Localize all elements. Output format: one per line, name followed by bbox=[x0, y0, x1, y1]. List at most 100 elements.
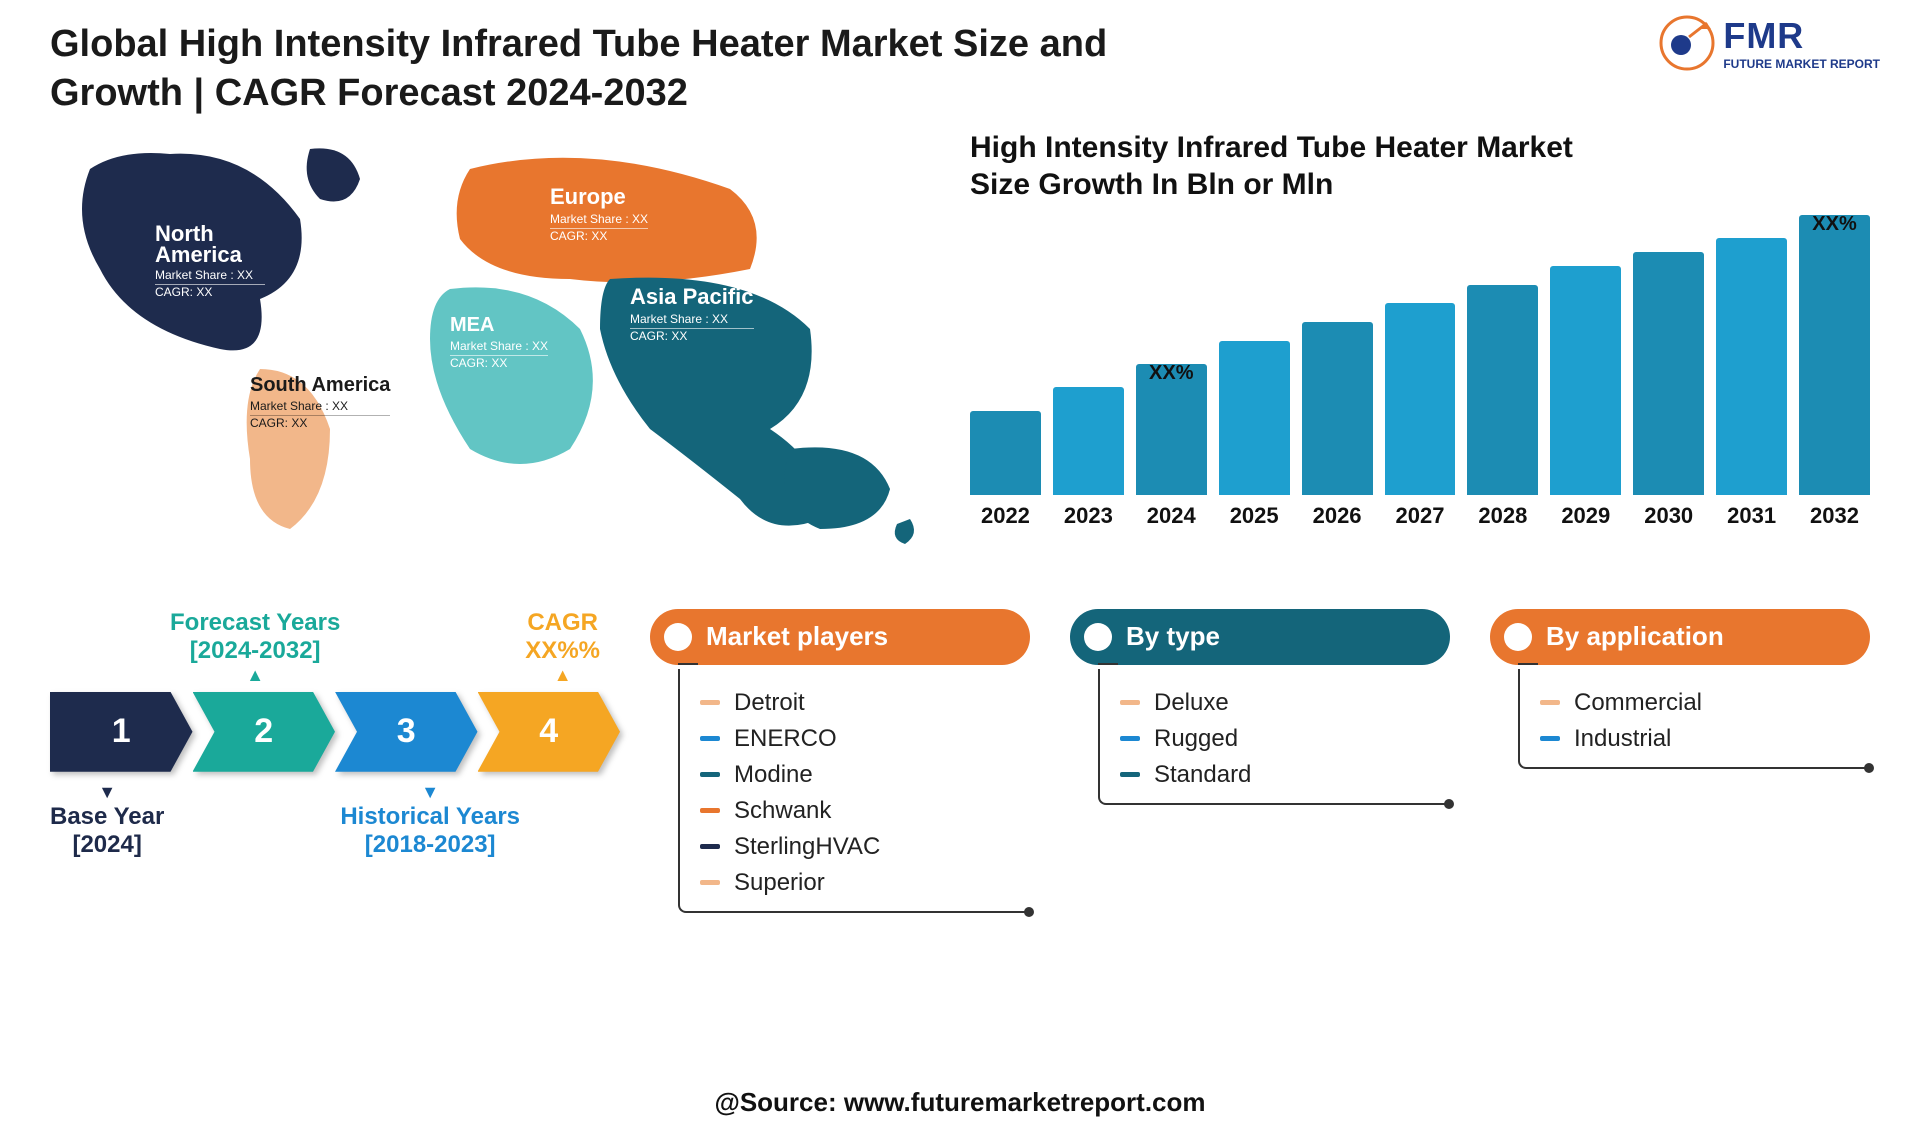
category-title: By type bbox=[1126, 621, 1220, 652]
category-header: Market players bbox=[650, 609, 1030, 665]
dot-icon bbox=[664, 623, 692, 651]
timeline-seg-2: 2 bbox=[193, 692, 336, 772]
logo-main-text: FMR bbox=[1723, 15, 1880, 57]
timeline: Forecast Years [2024-2032] ▲ CAGR XX%% ▲… bbox=[50, 609, 620, 859]
bar-2028: 2028 bbox=[1467, 285, 1538, 529]
logo-icon bbox=[1659, 15, 1715, 71]
map-australia bbox=[784, 447, 890, 529]
category-frame: Deluxe Rugged Standard bbox=[1098, 669, 1450, 805]
tick-icon bbox=[1540, 700, 1560, 705]
category-item: Rugged bbox=[1120, 721, 1438, 757]
bar bbox=[1633, 252, 1704, 495]
category-header: By application bbox=[1490, 609, 1870, 665]
category-by-type: By type Deluxe Rugged Standard bbox=[1070, 609, 1450, 913]
category-item: Modine bbox=[700, 757, 1018, 793]
map-nz bbox=[895, 519, 914, 544]
category-header: By type bbox=[1070, 609, 1450, 665]
bar-year-label: 2023 bbox=[1064, 503, 1113, 529]
dot-icon bbox=[1084, 623, 1112, 651]
bar bbox=[1716, 238, 1787, 495]
category-item: Industrial bbox=[1540, 721, 1858, 757]
item-label: Detroit bbox=[734, 689, 805, 717]
bars-container: 2022 2023 XX%2024 2025 2026 2027 2028 2029 2030 2… bbox=[970, 219, 1870, 529]
timeline-seg-1: 1 bbox=[50, 692, 193, 772]
tick-icon bbox=[700, 880, 720, 885]
category-item: SterlingHVAC bbox=[700, 829, 1018, 865]
category-item: Schwank bbox=[700, 793, 1018, 829]
category-item: Detroit bbox=[700, 685, 1018, 721]
bar-2026: 2026 bbox=[1302, 322, 1373, 529]
category-item: Standard bbox=[1120, 757, 1438, 793]
bar-year-label: 2025 bbox=[1230, 503, 1279, 529]
category-frame: Commercial Industrial bbox=[1518, 669, 1870, 769]
bar-year-label: 2022 bbox=[981, 503, 1030, 529]
category-item: Deluxe bbox=[1120, 685, 1438, 721]
category-title: By application bbox=[1546, 621, 1724, 652]
bar-chart: High Intensity Infrared Tube Heater Mark… bbox=[950, 129, 1870, 549]
label-na: North America Market Share : XX CAGR: XX bbox=[155, 224, 265, 299]
bar-year-label: 2024 bbox=[1147, 503, 1196, 529]
bar-2027: 2027 bbox=[1385, 303, 1456, 528]
bar-year-label: 2030 bbox=[1644, 503, 1693, 529]
tick-icon bbox=[700, 844, 720, 849]
bar-year-label: 2029 bbox=[1561, 503, 1610, 529]
bar bbox=[1219, 341, 1290, 495]
bar-2023: 2023 bbox=[1053, 387, 1124, 528]
label-eu: Europe Market Share : XX CAGR: XX bbox=[550, 184, 648, 243]
bar-year-label: 2027 bbox=[1396, 503, 1445, 529]
forecast-label: Forecast Years [2024-2032] ▲ bbox=[170, 609, 340, 686]
cagr-label: CAGR XX%% ▲ bbox=[525, 609, 600, 686]
item-label: Rugged bbox=[1154, 725, 1238, 753]
tick-icon bbox=[1540, 736, 1560, 741]
category-item: Superior bbox=[700, 865, 1018, 901]
dot-icon bbox=[1504, 623, 1532, 651]
tick-icon bbox=[700, 736, 720, 741]
label-sa: South America Market Share : XX CAGR: XX bbox=[250, 374, 390, 430]
bar-year-label: 2026 bbox=[1313, 503, 1362, 529]
tick-icon bbox=[700, 808, 720, 813]
item-label: ENERCO bbox=[734, 725, 837, 753]
map-greenland bbox=[307, 148, 360, 201]
bar-year-label: 2028 bbox=[1478, 503, 1527, 529]
category-title: Market players bbox=[706, 621, 888, 652]
label-ap: Asia Pacific Market Share : XX CAGR: XX bbox=[630, 284, 754, 343]
tick-icon bbox=[1120, 772, 1140, 777]
item-label: Commercial bbox=[1574, 689, 1702, 717]
bar bbox=[1053, 387, 1124, 494]
bar-year-label: 2032 bbox=[1810, 503, 1859, 529]
item-label: SterlingHVAC bbox=[734, 833, 880, 861]
bar bbox=[1799, 215, 1870, 495]
timeline-seg-4: 4 bbox=[478, 692, 621, 772]
tick-icon bbox=[1120, 736, 1140, 741]
bar-2025: 2025 bbox=[1219, 341, 1290, 529]
category-frame: Detroit ENERCO Modine Schwank SterlingHVAC Su… bbox=[678, 669, 1030, 913]
bar bbox=[970, 411, 1041, 495]
timeline-seg-3: 3 bbox=[335, 692, 478, 772]
logo-sub-text: FUTURE MARKET REPORT bbox=[1723, 57, 1880, 71]
tick-icon bbox=[700, 700, 720, 705]
page-title: Global High Intensity Infrared Tube Heat… bbox=[50, 20, 1150, 119]
category-by-application: By application Commercial Industrial bbox=[1490, 609, 1870, 913]
bar-2024: XX%2024 bbox=[1136, 364, 1207, 529]
base-year-label: ▼ Base Year [2024] bbox=[50, 782, 164, 859]
chart-title: High Intensity Infrared Tube Heater Mark… bbox=[970, 129, 1620, 204]
bar-2032: XX%2032 bbox=[1799, 215, 1870, 529]
world-map: North America Market Share : XX CAGR: XX… bbox=[50, 129, 930, 549]
category-item: ENERCO bbox=[700, 721, 1018, 757]
item-label: Modine bbox=[734, 761, 813, 789]
label-mea: MEA Market Share : XX CAGR: XX bbox=[450, 314, 548, 370]
bar bbox=[1467, 285, 1538, 495]
source-attribution: @Source: www.futuremarketreport.com bbox=[714, 1087, 1205, 1118]
tick-icon bbox=[700, 772, 720, 777]
bar bbox=[1550, 266, 1621, 495]
category-market-players: Market players Detroit ENERCO Modine Schwan… bbox=[650, 609, 1030, 913]
tick-icon bbox=[1120, 700, 1140, 705]
item-label: Industrial bbox=[1574, 725, 1671, 753]
bar bbox=[1385, 303, 1456, 494]
bar bbox=[1302, 322, 1373, 495]
item-label: Deluxe bbox=[1154, 689, 1229, 717]
historical-label: ▼ Historical Years [2018-2023] bbox=[340, 782, 520, 859]
item-label: Schwank bbox=[734, 797, 831, 825]
bar-year-label: 2031 bbox=[1727, 503, 1776, 529]
bar-2030: 2030 bbox=[1633, 252, 1704, 529]
